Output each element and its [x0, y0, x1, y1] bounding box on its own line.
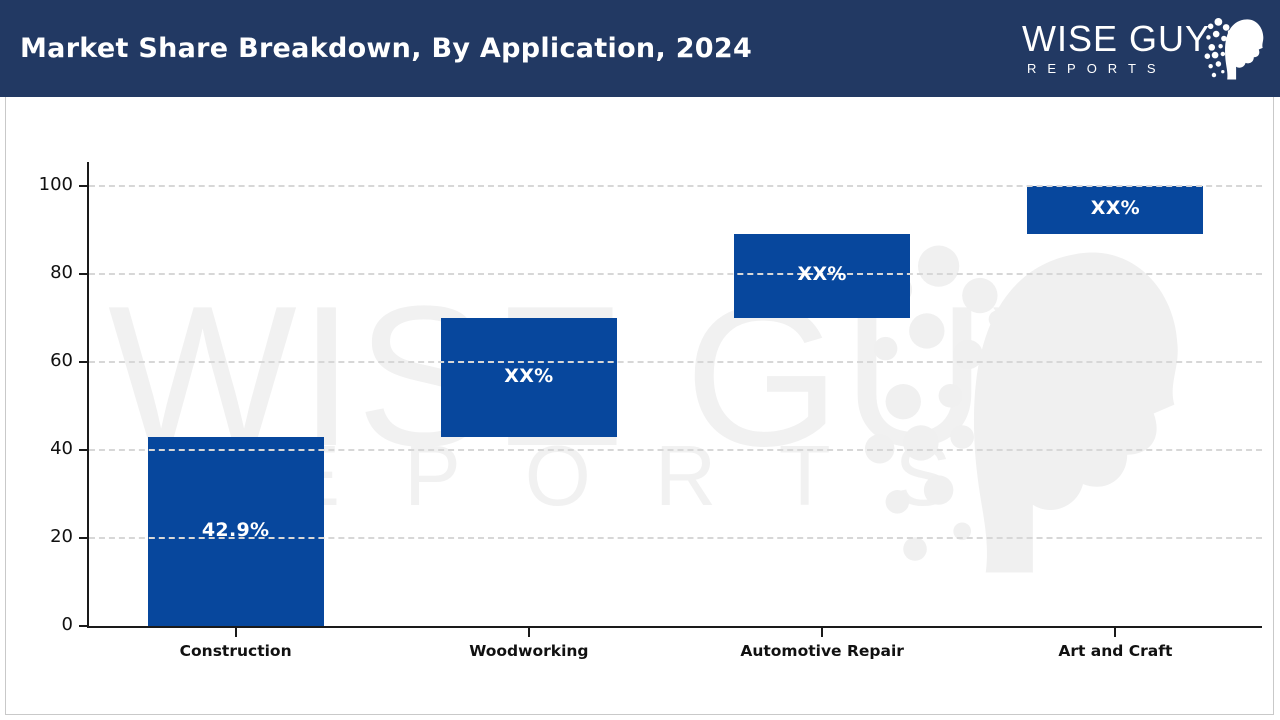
- x-category-label: Construction: [179, 642, 292, 660]
- bar-value-label: XX%: [797, 263, 847, 286]
- logo-subtitle: REPORTS: [1026, 61, 1167, 76]
- bar-value-label: 42.9%: [201, 518, 270, 541]
- bar-value-label: XX%: [1090, 197, 1140, 220]
- bar: [734, 234, 911, 318]
- wise-guy-reports-logo: WISE GUY REPORTS: [1022, 9, 1266, 89]
- y-tick-label: 100: [38, 174, 73, 195]
- bar: [1027, 186, 1204, 235]
- y-tick-label: 40: [50, 438, 73, 459]
- bar: [440, 318, 617, 438]
- y-tick-label: 0: [61, 614, 73, 635]
- waterfall-chart: 0 20 40 60 80 100 42.9% Construction XX% Woodwork…: [0, 97, 1280, 720]
- x-tick-mark: [527, 628, 530, 637]
- x-category-label: Automotive Repair: [740, 642, 904, 660]
- y-tick-label: 80: [50, 262, 73, 283]
- y-tick-mark: [79, 273, 87, 275]
- gridline: [89, 449, 1262, 451]
- logo-text: WISE GUY REPORTS: [1021, 18, 1210, 77]
- content-frame: [5, 97, 1274, 715]
- gridline: [89, 185, 1262, 187]
- gridline: [89, 537, 1262, 539]
- bar-value-label: XX%: [504, 364, 554, 387]
- y-tick-label: 20: [50, 526, 73, 547]
- y-tick-mark: [79, 449, 87, 451]
- x-category-label: Art and Craft: [1058, 642, 1173, 660]
- x-tick-mark: [1114, 628, 1117, 637]
- page-title: Market Share Breakdown, By Application, …: [20, 33, 753, 64]
- y-tick-mark: [79, 185, 87, 187]
- logo-wordmark: WISE GUY: [1021, 18, 1210, 59]
- logo-head-icon: [1204, 17, 1264, 79]
- x-axis-line: [87, 626, 1262, 628]
- header-bar: Market Share Breakdown, By Application, …: [0, 0, 1280, 97]
- gridline: [89, 361, 1262, 363]
- y-tick-mark: [79, 537, 87, 539]
- y-axis-line: [87, 162, 89, 628]
- bar: [147, 437, 324, 626]
- y-tick-mark: [79, 361, 87, 363]
- x-tick-mark: [821, 628, 824, 637]
- x-tick-mark: [234, 628, 237, 637]
- y-tick-label: 60: [50, 350, 73, 371]
- y-tick-mark: [79, 625, 87, 627]
- x-category-label: Woodworking: [469, 642, 589, 660]
- gridline: [89, 273, 1262, 275]
